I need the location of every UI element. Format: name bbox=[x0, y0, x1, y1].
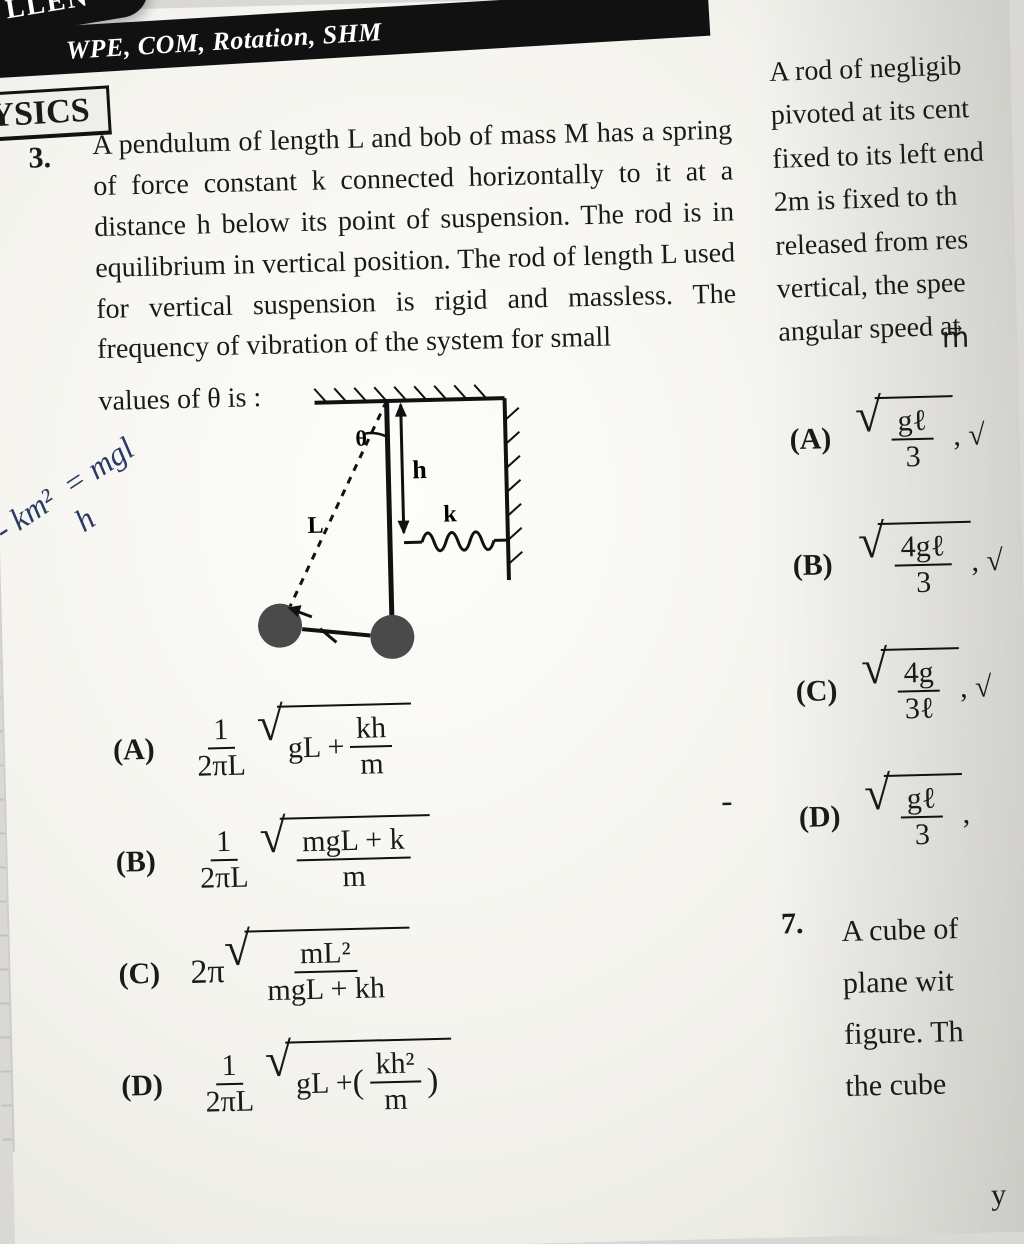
side-options: (A) √ gℓ3 , √ (B) √ 4gℓ3 , √ (C) √ 4g3ℓ … bbox=[789, 393, 1024, 903]
label-h: h bbox=[412, 455, 428, 484]
y-axis-label: y bbox=[991, 1178, 1007, 1212]
side-option-A: (A) √ gℓ3 , √ bbox=[789, 393, 1024, 481]
label-k: k bbox=[443, 501, 458, 527]
q3-option-A: (A) 12πL √ gL + khm bbox=[112, 702, 445, 792]
stray-dash: - bbox=[721, 783, 733, 821]
q3-text: A pendulum of length L and bob of mass M… bbox=[92, 110, 738, 371]
binding-holes bbox=[0, 153, 15, 1153]
q7-number: 7. bbox=[781, 907, 804, 942]
page: LLEN WPE, COM, Rotation, SHM YSICS 3. A … bbox=[0, 0, 1024, 1244]
side-question-text: A rod of negligib pivoted at its cent fi… bbox=[769, 41, 1024, 354]
q7-text: A cube of plane wit figure. Th the cube bbox=[841, 900, 1024, 1112]
q3-option-C: (C) 2π √ mL²mgL + kh bbox=[117, 926, 450, 1016]
pendulum-diagram: h k L θ bbox=[204, 380, 531, 678]
q3-number: 3. bbox=[28, 141, 51, 176]
label-L: L bbox=[307, 513, 324, 539]
q3-option-B: (B) 12πL √ mgL + km bbox=[115, 814, 448, 904]
side-option-D: (D) √ gℓ3 , bbox=[798, 771, 1024, 859]
q3-option-D: (D) 12πL √ gL + ( kh²m ) bbox=[120, 1038, 453, 1128]
side-option-C: (C) √ 4g3ℓ , √ bbox=[795, 645, 1024, 733]
q3-options: (A) 12πL √ gL + khm (B) 12πL √ mgL + km … bbox=[112, 702, 454, 1158]
label-theta: θ bbox=[355, 425, 367, 450]
m-vector: m⃗ bbox=[942, 321, 970, 356]
side-option-B: (B) √ 4gℓ3 , √ bbox=[792, 519, 1024, 607]
